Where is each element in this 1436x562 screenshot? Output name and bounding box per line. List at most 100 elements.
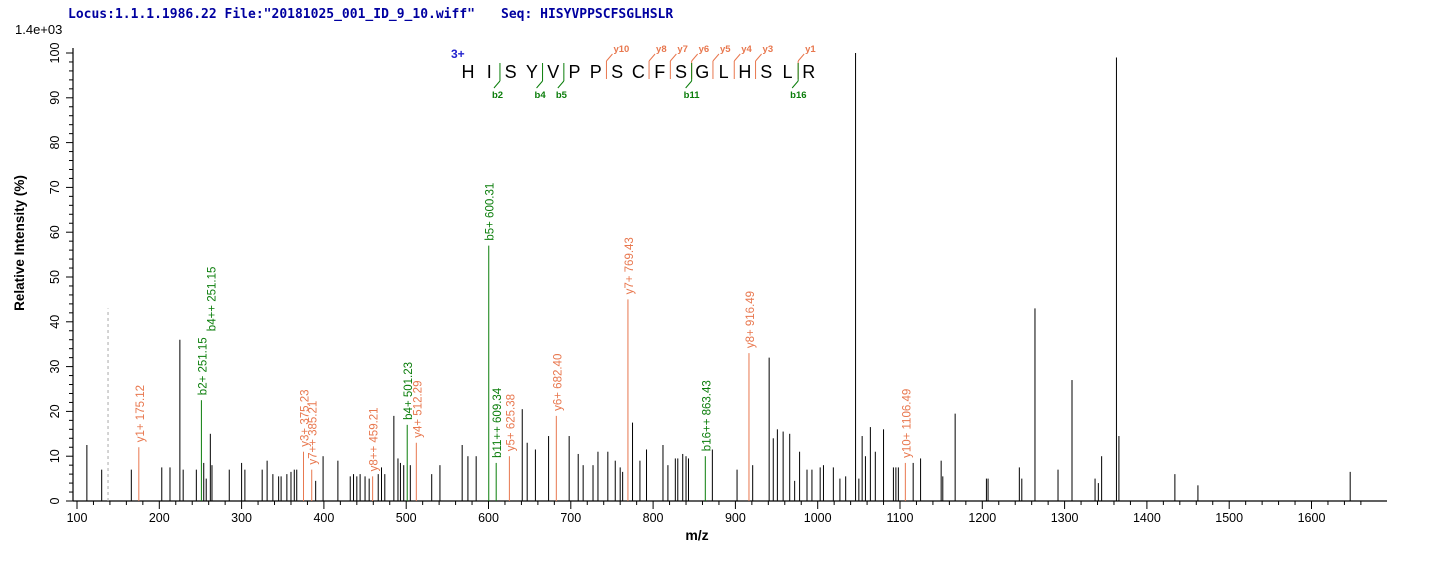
b-cut-tail (685, 80, 693, 89)
peak-label: b2+ 251.15 (197, 337, 209, 395)
y-cut-tail (712, 53, 720, 62)
sequence-text: HISYVPPSCFSGLHSLR (540, 7, 674, 22)
peak-label: b4++ 251.15 (206, 267, 218, 332)
y-tick-label: 50 (48, 270, 62, 284)
y-axis-title: Relative Intensity (%) (12, 175, 27, 311)
peaks (86, 53, 1351, 501)
y-tick-label: 80 (48, 136, 62, 150)
b-cut-tail (493, 80, 501, 89)
x-tick-label: 900 (725, 511, 746, 525)
x-tick-label: 1000 (804, 511, 832, 525)
b-ion-label: b5 (556, 90, 568, 101)
residue-letter: F (654, 62, 665, 82)
x-tick-label: 600 (478, 511, 499, 525)
residue-letter: H (462, 62, 475, 82)
y-ion-label: y10 (613, 44, 629, 55)
residue-letter: P (568, 62, 580, 82)
x-tick-label: 100 (67, 511, 88, 525)
x-axis-title: m/z (685, 527, 708, 543)
y-ion-label: y1 (805, 44, 816, 55)
residue-letter: S (760, 62, 772, 82)
b-ion-label: b11 (684, 90, 701, 101)
y-cut-tail (755, 53, 762, 62)
residue-letter: Y (526, 62, 538, 82)
residue-letter: S (505, 62, 517, 82)
locus-file-label: Locus:1.1.1.1986.22 File:"20181025_001_I… (68, 7, 475, 22)
x-tick-label: 1200 (968, 511, 996, 525)
peak-label: y4+ 512.29 (412, 381, 424, 438)
y-tick-label: 90 (48, 91, 62, 105)
residue-letter: S (611, 62, 623, 82)
peak-label: b11++ 609.34 (492, 387, 504, 458)
y-tick-label: 30 (48, 360, 62, 374)
peak-label: y8++ 459.21 (369, 407, 381, 471)
y-tick-label: 0 (48, 497, 62, 504)
peak-label: y10+ 1106.49 (901, 389, 913, 458)
b-cut-tail (557, 80, 565, 89)
residue-letter: H (738, 62, 751, 82)
intensity-scale-label: 1.4e+03 (15, 22, 63, 37)
residue-letter: P (590, 62, 602, 82)
residue-letter: R (802, 62, 815, 82)
y-tick-label: 70 (48, 180, 62, 194)
peak-label: y3+ 375.23 (300, 389, 312, 446)
y-tick-label: 10 (48, 449, 62, 463)
y-cut-tail (606, 53, 613, 62)
y-ion-label: y4 (741, 44, 752, 55)
x-tick-label: 700 (560, 511, 581, 525)
b-cut-tail (791, 80, 799, 89)
x-tick-label: 400 (313, 511, 334, 525)
y-tick-label: 40 (48, 315, 62, 329)
x-tick-label: 1400 (1133, 511, 1161, 525)
y-cut-tail (797, 53, 805, 62)
peak-label: y6+ 682.40 (552, 354, 564, 411)
residue-letter: G (695, 62, 709, 82)
precursor-charge-label: 3+ (451, 47, 465, 61)
residue-letter: V (547, 62, 559, 82)
y-ion-label: y7 (677, 44, 688, 55)
b-ion-label: b2 (492, 90, 503, 101)
header-line: Locus:1.1.1.1986.22 File:"20181025_001_I… (68, 7, 673, 22)
b-ion-label: b16 (790, 90, 806, 101)
y-ion-label: y5 (720, 44, 731, 55)
b-ion-label: b4 (535, 90, 547, 101)
x-tick-label: 1100 (887, 511, 914, 525)
peak-label: y8+ 916.49 (745, 291, 757, 348)
peak-label: b4+ 501.23 (403, 362, 415, 420)
seq-label: Seq: (501, 7, 533, 22)
x-tick-label: 300 (231, 511, 252, 525)
x-tick-label: 200 (149, 511, 170, 525)
x-tick-label: 500 (396, 511, 417, 525)
y-tick-label: 100 (48, 43, 62, 64)
b-cut-tail (536, 80, 543, 89)
y-tick-label: 20 (48, 404, 62, 418)
y-tick-label: 60 (48, 225, 62, 239)
y-cut-tail (691, 53, 699, 62)
peak-label: y7+ 769.43 (624, 237, 636, 294)
residue-letter: L (719, 62, 729, 82)
x-tick-label: 1300 (1051, 511, 1079, 525)
y-ion-label: y3 (763, 44, 774, 55)
y-ion-label: y6 (699, 44, 710, 55)
peak-label: y7++ 385.21 (308, 401, 320, 465)
y-ion-label: y8 (656, 44, 667, 55)
peak-label: y5+ 625.38 (505, 394, 517, 451)
axes: 100 200 300 400 500 600 700 800 900 1000 1100 1200 1… (12, 43, 1387, 543)
residue-letter: C (632, 62, 645, 82)
peak-label: b5+ 600.31 (485, 183, 497, 241)
y-cut-tail (648, 53, 656, 62)
residue-letter: L (782, 62, 792, 82)
x-tick-label: 800 (643, 511, 664, 525)
residue-letter: S (675, 62, 687, 82)
y-cut-tail (669, 53, 677, 62)
annotated-peaks: y1+ 175.12 b2+ 251.15 b4++ 251.15 y3+ 375.2… (135, 183, 913, 501)
x-tick-label: 1600 (1298, 511, 1326, 525)
x-tick-label: 1500 (1215, 511, 1243, 525)
peak-label: y1+ 175.12 (135, 385, 147, 442)
y-cut-tail (733, 53, 741, 62)
residue-letter: I (487, 62, 492, 82)
peak-label: b16++ 863.43 (701, 380, 713, 451)
